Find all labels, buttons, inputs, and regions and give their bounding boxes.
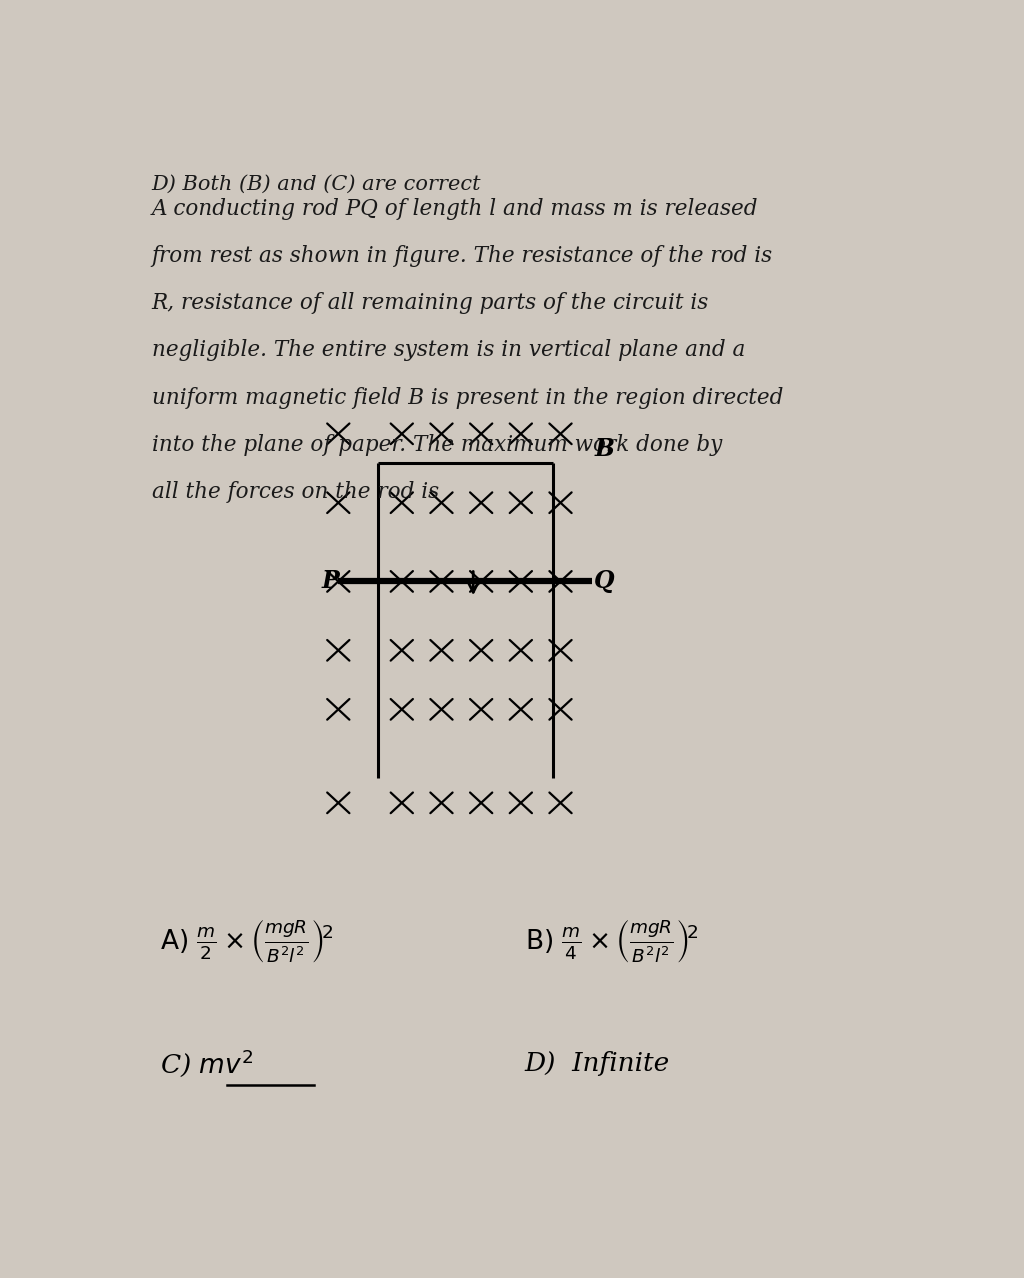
Text: uniform magnetic field B is present in the region directed: uniform magnetic field B is present in t…: [152, 386, 783, 409]
Text: Q: Q: [594, 570, 614, 593]
Text: all the forces on the rod is: all the forces on the rod is: [152, 481, 439, 504]
Text: A conducting rod PQ of length l and mass m is released: A conducting rod PQ of length l and mass…: [152, 198, 759, 220]
Text: C) $mv^2$: C) $mv^2$: [160, 1048, 253, 1080]
Text: negligible. The entire system is in vertical plane and a: negligible. The entire system is in vert…: [152, 340, 745, 362]
Text: R, resistance of all remaining parts of the circuit is: R, resistance of all remaining parts of …: [152, 293, 709, 314]
Text: from rest as shown in figure. The resistance of the rod is: from rest as shown in figure. The resist…: [152, 245, 773, 267]
Text: D) Both (B) and (C) are correct: D) Both (B) and (C) are correct: [152, 175, 481, 194]
Text: D)  Infinite: D) Infinite: [524, 1051, 670, 1076]
Text: B) $\frac{m}{4}\times\left(\frac{mgR}{B^2l^2}\right)^{\!2}$: B) $\frac{m}{4}\times\left(\frac{mgR}{B^…: [524, 916, 698, 965]
Text: A) $\frac{m}{2}\times\left(\frac{mgR}{B^2l^2}\right)^{\!2}$: A) $\frac{m}{2}\times\left(\frac{mgR}{B^…: [160, 916, 334, 965]
Text: into the plane of paper. The maximum work done by: into the plane of paper. The maximum wor…: [152, 433, 722, 456]
Text: P: P: [322, 570, 339, 593]
Text: B: B: [594, 437, 614, 460]
